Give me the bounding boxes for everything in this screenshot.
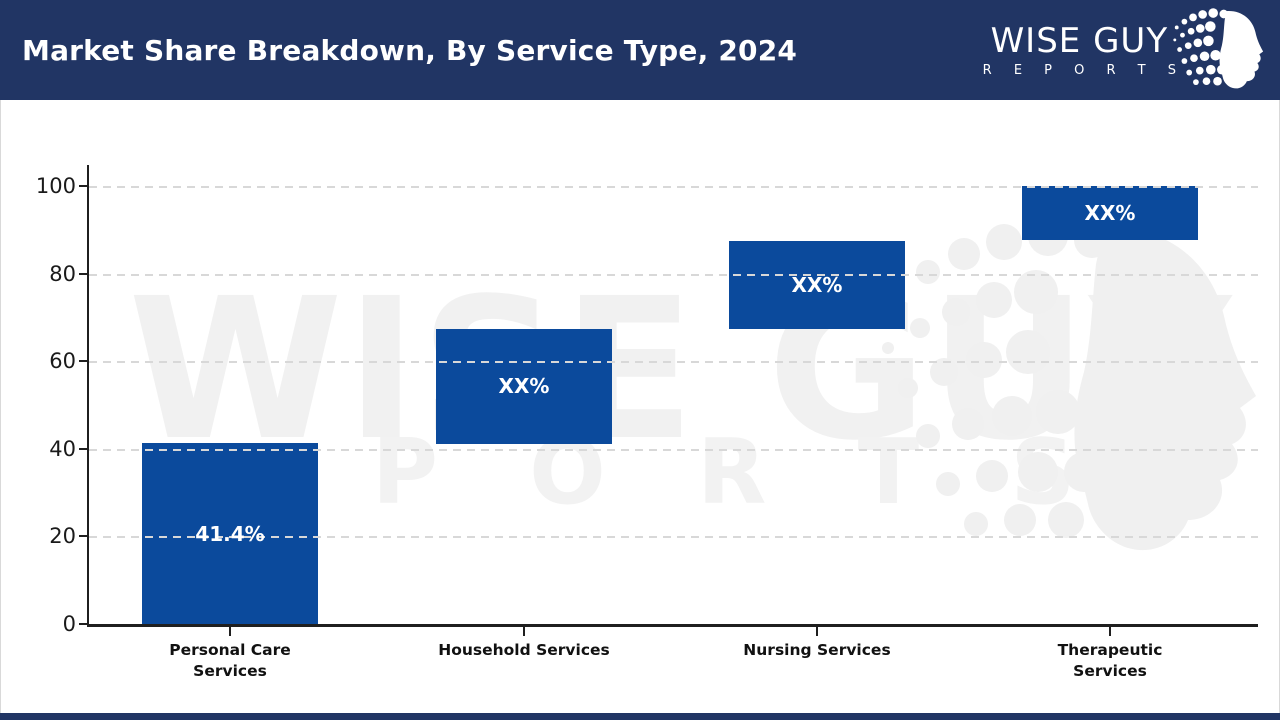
bar-personal-care-services <box>142 443 318 624</box>
x-axis-line <box>87 624 1258 627</box>
x-tick-household <box>523 627 525 636</box>
y-tick-60 <box>79 360 88 362</box>
y-tick-100 <box>79 185 88 187</box>
bar-label-personal-care: 41.4% <box>195 522 265 546</box>
gridline-100 <box>89 186 1258 188</box>
watermark-head-icon <box>882 216 1256 551</box>
x-tick-therapeutic <box>1109 627 1111 636</box>
header-bar: Market Share Breakdown, By Service Type,… <box>0 0 1280 100</box>
bar-therapeutic-services <box>1022 186 1198 240</box>
brand-logo-text: WISE GUY R E P O R T S <box>983 24 1176 77</box>
bar-label-therapeutic: XX% <box>1084 201 1136 225</box>
y-tick-80 <box>79 273 88 275</box>
y-tick-label-60: 60 <box>49 349 76 373</box>
bar-label-household: XX% <box>498 374 550 398</box>
bar-nursing-services <box>729 241 905 329</box>
y-tick-label-40: 40 <box>49 437 76 461</box>
gridline-40 <box>89 449 1258 451</box>
x-tick-nursing <box>816 627 818 636</box>
y-tick-label-0: 0 <box>62 612 76 636</box>
logo-subtitle: R E P O R T S <box>982 62 1185 78</box>
y-tick-label-100: 100 <box>35 174 76 198</box>
footer-bar <box>0 713 1280 720</box>
category-label-personal-care: Personal Care Services <box>169 641 291 680</box>
y-tick-20 <box>79 535 88 537</box>
y-tick-label-20: 20 <box>49 524 76 548</box>
brand-logo: WISE GUY R E P O R T S <box>983 7 1266 93</box>
y-tick-40 <box>79 448 88 450</box>
x-tick-personal-care <box>229 627 231 636</box>
y-axis-line <box>87 165 89 626</box>
gridline-60 <box>89 361 1258 363</box>
gridline-80 <box>89 274 1258 276</box>
page-title: Market Share Breakdown, By Service Type,… <box>22 33 798 67</box>
category-label-household: Household Services <box>438 641 610 659</box>
logo-head-icon <box>1173 8 1264 89</box>
gridline-20 <box>89 536 1258 538</box>
category-label-nursing: Nursing Services <box>743 641 891 659</box>
logo-wordmark: WISE GUY <box>990 20 1169 61</box>
bar-household-services <box>436 329 612 444</box>
category-label-therapeutic: Therapeutic Services <box>1057 641 1163 680</box>
y-tick-0 <box>79 623 88 625</box>
bar-label-nursing: XX% <box>791 273 843 297</box>
y-tick-label-80: 80 <box>49 262 76 286</box>
